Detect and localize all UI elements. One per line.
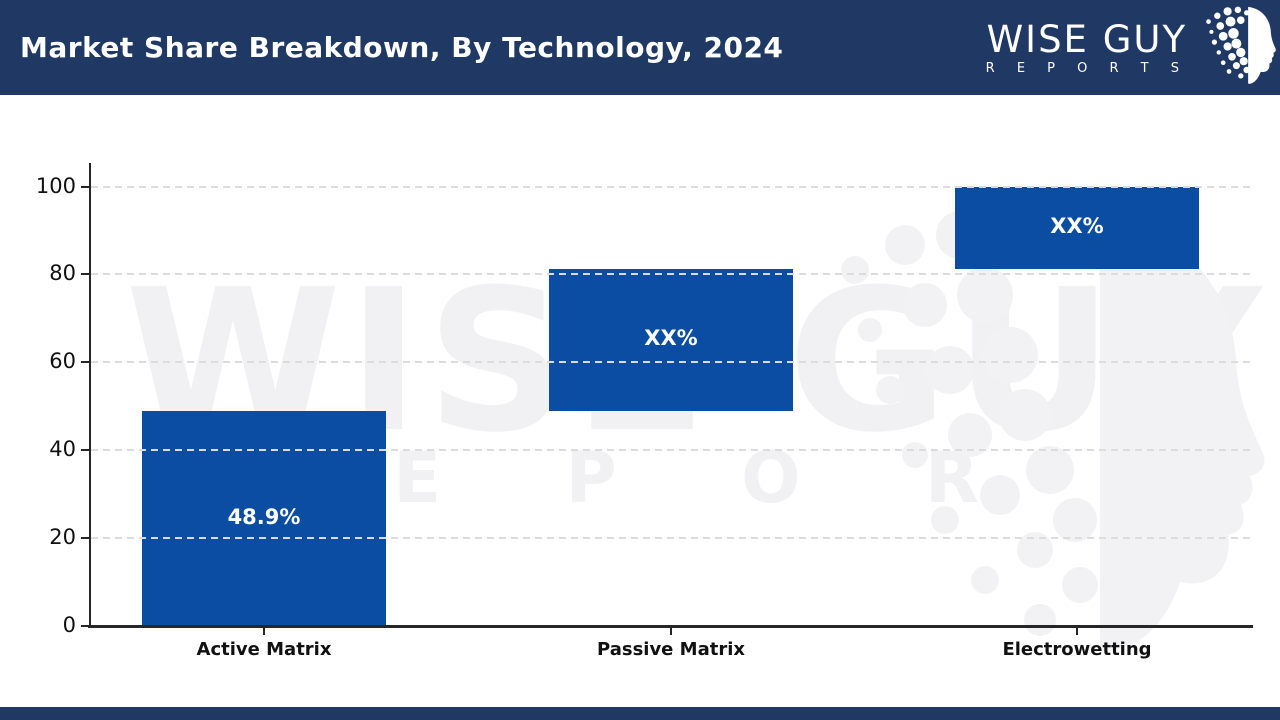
bar-value-label-electrowetting: XX% xyxy=(1050,213,1104,238)
category-label-active-matrix: Active Matrix xyxy=(196,639,332,660)
category-label-electrowetting: Electrowetting xyxy=(1002,639,1152,660)
y-axis-spine xyxy=(89,163,91,627)
bar-value-label-passive-matrix: XX% xyxy=(644,325,698,350)
y-tick-20 xyxy=(81,537,90,540)
y-tick-label-40: 40 xyxy=(49,437,76,462)
x-tick-electrowetting xyxy=(1076,628,1078,635)
page-title: Market Share Breakdown, By Technology, 2… xyxy=(20,31,784,64)
y-tick-label-20: 20 xyxy=(49,525,76,550)
category-label-passive-matrix: Passive Matrix xyxy=(597,639,745,660)
watermark-head-icon xyxy=(841,211,1265,649)
y-tick-label-60: 60 xyxy=(49,349,76,374)
gridline-20 xyxy=(91,537,1253,540)
x-tick-passive-matrix xyxy=(670,628,672,635)
y-tick-0 xyxy=(81,625,90,627)
wiseguy-head-icon xyxy=(1206,6,1276,84)
bar-passive-matrix xyxy=(549,268,793,412)
y-tick-80 xyxy=(81,273,90,276)
logo-wordmark-line1: WISE GUY xyxy=(986,17,1188,61)
y-tick-40 xyxy=(81,449,90,452)
y-tick-label-0: 0 xyxy=(62,613,76,637)
footer-bar xyxy=(0,707,1280,720)
y-tick-100 xyxy=(81,185,90,188)
bar-active-matrix xyxy=(142,411,386,626)
wiseguy-logo: WISE GUY R E P O R T S xyxy=(986,4,1276,92)
x-axis-spine xyxy=(88,625,1253,628)
logo-wordmark-line2: R E P O R T S xyxy=(985,60,1188,76)
gridline-100 xyxy=(91,185,1253,188)
x-tick-active-matrix xyxy=(263,628,265,635)
gridline-80 xyxy=(91,273,1253,276)
bar-value-label-active-matrix: 48.9% xyxy=(227,504,301,529)
y-tick-label-100: 100 xyxy=(35,173,76,198)
y-tick-label-80: 80 xyxy=(49,261,76,286)
gridline-60 xyxy=(91,361,1253,364)
logo-wordmark: WISE GUY R E P O R T S xyxy=(986,21,1188,75)
header-bar: Market Share Breakdown, By Technology, 2… xyxy=(0,0,1280,95)
y-tick-60 xyxy=(81,361,90,364)
bar-electrowetting xyxy=(955,186,1199,269)
gridline-40 xyxy=(91,449,1253,452)
